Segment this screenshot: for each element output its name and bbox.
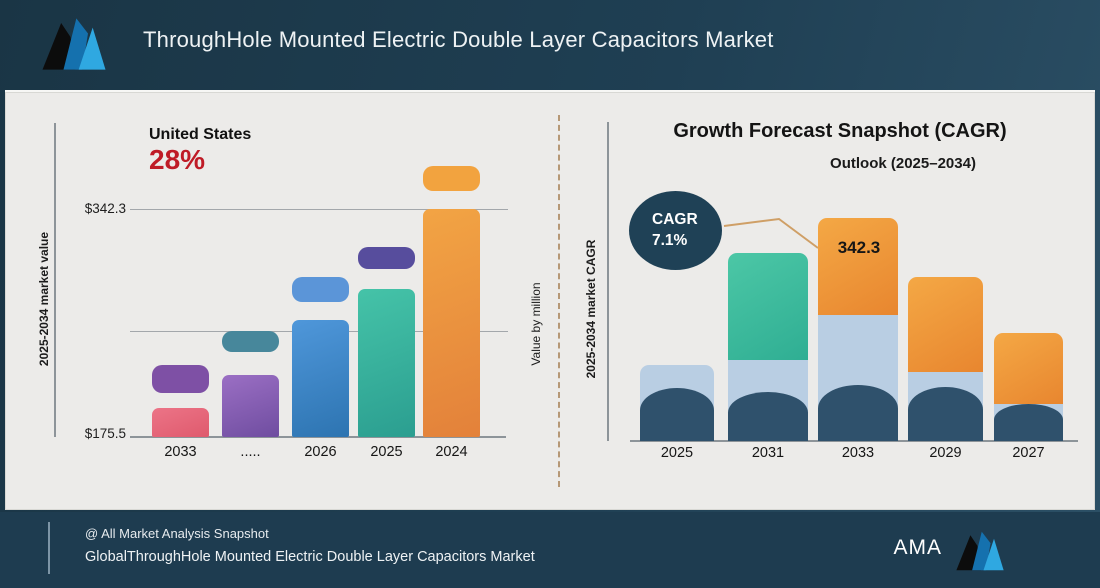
bar-.....: [222, 375, 279, 437]
stacked-bar-2033: [818, 218, 898, 441]
ama-logo-icon: [42, 18, 106, 70]
stacked-bar-2027: [994, 333, 1063, 441]
cagr-badge-label: CAGR: [652, 211, 698, 229]
right-x-label: 2033: [841, 445, 875, 461]
segment-base-dome: [640, 388, 714, 441]
bar-cap-2026: [292, 277, 349, 302]
segment-top-orange: [908, 277, 983, 372]
right-chart-subtitle: Outlook (2025–2034): [830, 155, 976, 172]
header: ThroughHole Mounted Electric Double Laye…: [0, 0, 1100, 90]
value-annotation: 342.3: [837, 238, 881, 257]
stacked-bar-2031: [728, 253, 808, 441]
segment-top-orange: [994, 333, 1063, 404]
left-x-label: 2033: [164, 444, 197, 460]
left-right-axis-label: Value by million: [529, 282, 543, 366]
segment-base-dome: [994, 404, 1063, 441]
bar-2025: [358, 289, 415, 437]
left-x-label: 2026: [304, 444, 337, 460]
footer-snapshot-text: @ All Market Analysis Snapshot: [85, 526, 269, 541]
right-x-axis-line: [630, 440, 1078, 442]
stacked-bar-2029: [908, 277, 983, 441]
left-y-axis-label: 2025-2034 market value: [37, 231, 51, 367]
footer: @ All Market Analysis Snapshot GlobalThr…: [0, 512, 1100, 588]
callout-connector-line: [723, 217, 819, 249]
footer-brand-text: AMA: [893, 536, 942, 559]
bar-2026: [292, 320, 349, 437]
bar-2024: [423, 209, 480, 437]
bar-cap-2024: [423, 166, 480, 191]
footer-divider: [48, 522, 50, 574]
segment-top-orange: [818, 218, 898, 315]
cagr-badge-value: 7.1%: [652, 231, 688, 249]
left-chart-highlight: 28%: [149, 144, 206, 175]
gridline-342: [130, 209, 508, 210]
bar-cap-2025: [358, 247, 415, 269]
page-title: ThroughHole Mounted Electric Double Laye…: [143, 27, 774, 52]
stacked-bar-2025: [640, 365, 714, 441]
left-x-label: 2024: [435, 444, 468, 460]
bar-2033: [152, 408, 209, 437]
cagr-badge: CAGR 7.1%: [629, 191, 722, 270]
right-x-label: 2029: [929, 445, 962, 461]
segment-base-dome: [818, 385, 898, 441]
left-tick-top: $342.3: [84, 201, 126, 216]
right-x-label: 2027: [1012, 445, 1045, 461]
right-chart-title: Growth Forecast Snapshot (CAGR): [673, 120, 1007, 142]
left-x-label: 2025: [370, 444, 403, 460]
right-y-axis-line: [607, 122, 609, 441]
panel-divider: [558, 115, 560, 487]
left-x-axis-line: [130, 436, 506, 438]
left-x-label: .....: [240, 444, 261, 460]
right-y-axis-label: 2025-2034 market CAGR: [584, 239, 598, 379]
segment-base-dome: [908, 387, 983, 441]
left-chart-title: United States: [149, 126, 252, 143]
left-tick-bottom: $175.5: [84, 426, 126, 441]
segment-base-dome: [728, 392, 808, 441]
left-y-axis-line: [54, 123, 56, 437]
right-x-label: 2025: [660, 445, 694, 461]
bar-cap-.....: [222, 331, 279, 352]
bar-cap-2033: [152, 365, 209, 393]
right-x-label: 2031: [751, 445, 785, 461]
footer-market-text: GlobalThroughHole Mounted Electric Doubl…: [85, 549, 535, 565]
ama-logo-icon: [956, 531, 1004, 571]
segment-top-teal: [728, 253, 808, 360]
